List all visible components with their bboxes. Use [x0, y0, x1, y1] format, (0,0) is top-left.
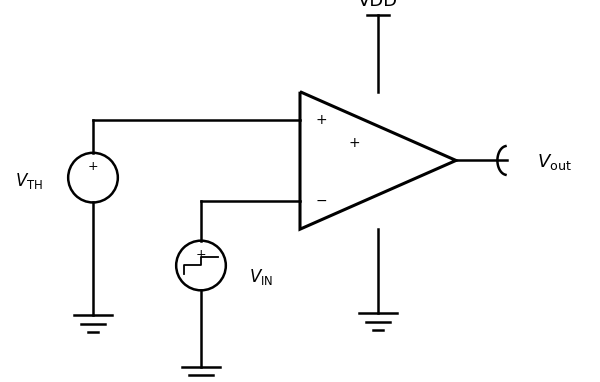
Text: $V_\mathrm{TH}$: $V_\mathrm{TH}$ — [15, 172, 43, 191]
Text: VDD: VDD — [358, 0, 398, 10]
Text: +: + — [315, 113, 327, 127]
Text: +: + — [88, 160, 98, 173]
Text: +: + — [196, 248, 206, 261]
Text: +: + — [348, 136, 360, 150]
Text: $V_\mathrm{out}$: $V_\mathrm{out}$ — [537, 152, 572, 172]
Text: −: − — [315, 194, 327, 207]
Text: $V_\mathrm{IN}$: $V_\mathrm{IN}$ — [249, 267, 274, 287]
